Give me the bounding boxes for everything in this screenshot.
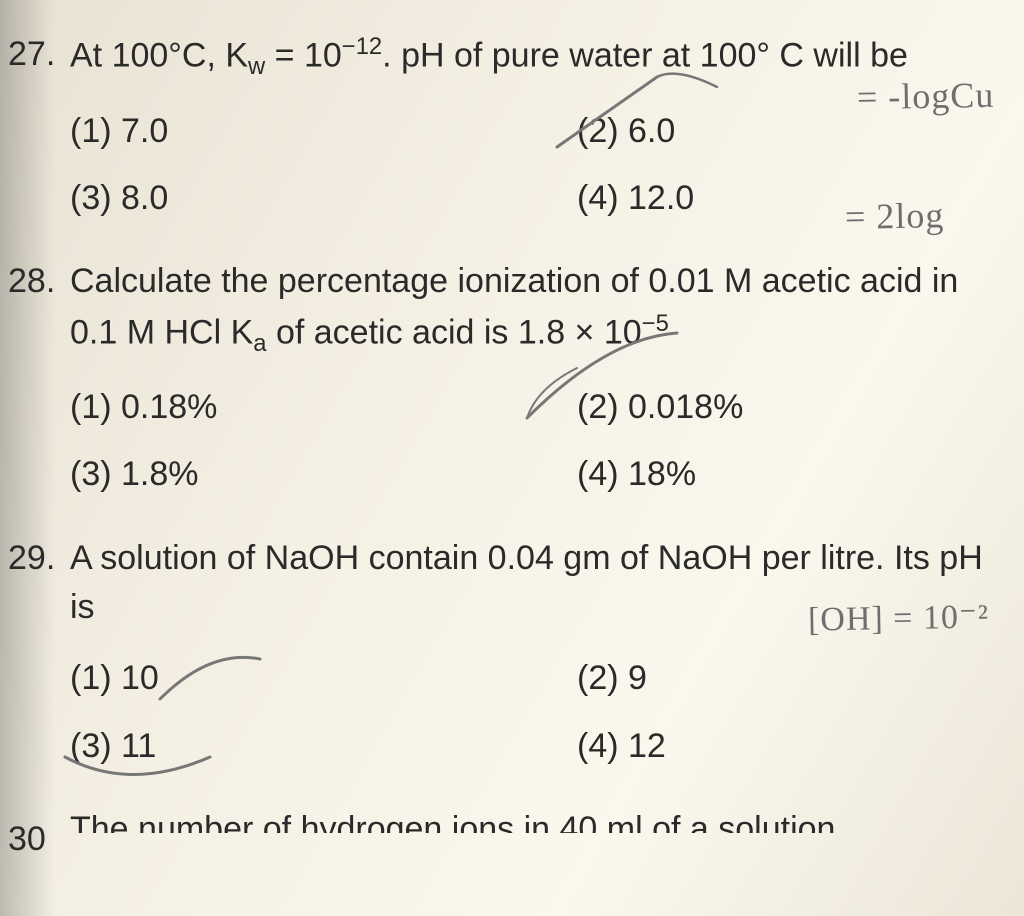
question-28: 28. Calculate the percentage ionization … [60, 257, 984, 500]
option-1-label: (1) 10 [70, 659, 159, 697]
options-grid: (1) 0.18% (2) 0.018% (3) 1.8% (4) 18% [70, 383, 984, 500]
handwriting-annotation: = -logCu [856, 69, 994, 124]
q28-sub: a [253, 330, 266, 357]
option-4: (4) 12 [577, 722, 984, 771]
option-2-label: (2) 6.0 [577, 112, 675, 150]
pencil-mark-icon [150, 644, 270, 714]
q28-sup: −5 [642, 310, 669, 337]
handwriting-annotation: = 2log [844, 189, 944, 243]
question-number: 30 [8, 815, 46, 864]
option-1: (1) 0.18% [70, 383, 477, 432]
textbook-page: 27. At 100°C, Kw = 10−12. pH of pure wat… [0, 0, 1024, 853]
question-number: 29. [8, 534, 55, 583]
handwriting-annotation: [OH] = 10⁻² [808, 592, 990, 644]
option-2: (2) 0.018% [577, 383, 984, 432]
options-grid: (1) 10 (2) 9 (3) 11 (4) 12 [70, 654, 984, 771]
q27-sub: w [248, 53, 265, 80]
question-29: 29. A solution of NaOH contain 0.04 gm o… [60, 534, 984, 771]
option-3-label: (3) 11 [70, 727, 156, 765]
question-text: At 100°C, Kw = 10−12. pH of pure water a… [70, 30, 984, 85]
q28-text-b: of acetic acid is 1.8 × 10 [267, 313, 642, 351]
question-number: 28. [8, 257, 55, 306]
option-3: (3) 11 [70, 722, 477, 771]
question-27: 27. At 100°C, Kw = 10−12. pH of pure wat… [60, 30, 984, 223]
q27-text-b: = 10 [265, 36, 342, 74]
option-1: (1) 7.0 [70, 107, 477, 156]
cutoff-text: The number of hydrogen ions in 40 ml of … [70, 805, 984, 833]
q27-sup: −12 [342, 33, 382, 60]
question-text: Calculate the percentage ionization of 0… [70, 257, 984, 361]
q27-text-c: . pH of pure water at 100° C will be [382, 36, 908, 74]
option-2: (2) 9 [577, 654, 984, 703]
q27-text-a: At 100°C, K [70, 36, 248, 74]
option-3: (3) 8.0 [70, 174, 477, 223]
question-number: 27. [8, 30, 55, 79]
option-3: (3) 1.8% [70, 450, 477, 499]
option-2-label: (2) 0.018% [577, 388, 743, 426]
question-30-cutoff: 30 The number of hydrogen ions in 40 ml … [60, 805, 984, 833]
option-1: (1) 10 [70, 654, 477, 703]
option-4: (4) 18% [577, 450, 984, 499]
